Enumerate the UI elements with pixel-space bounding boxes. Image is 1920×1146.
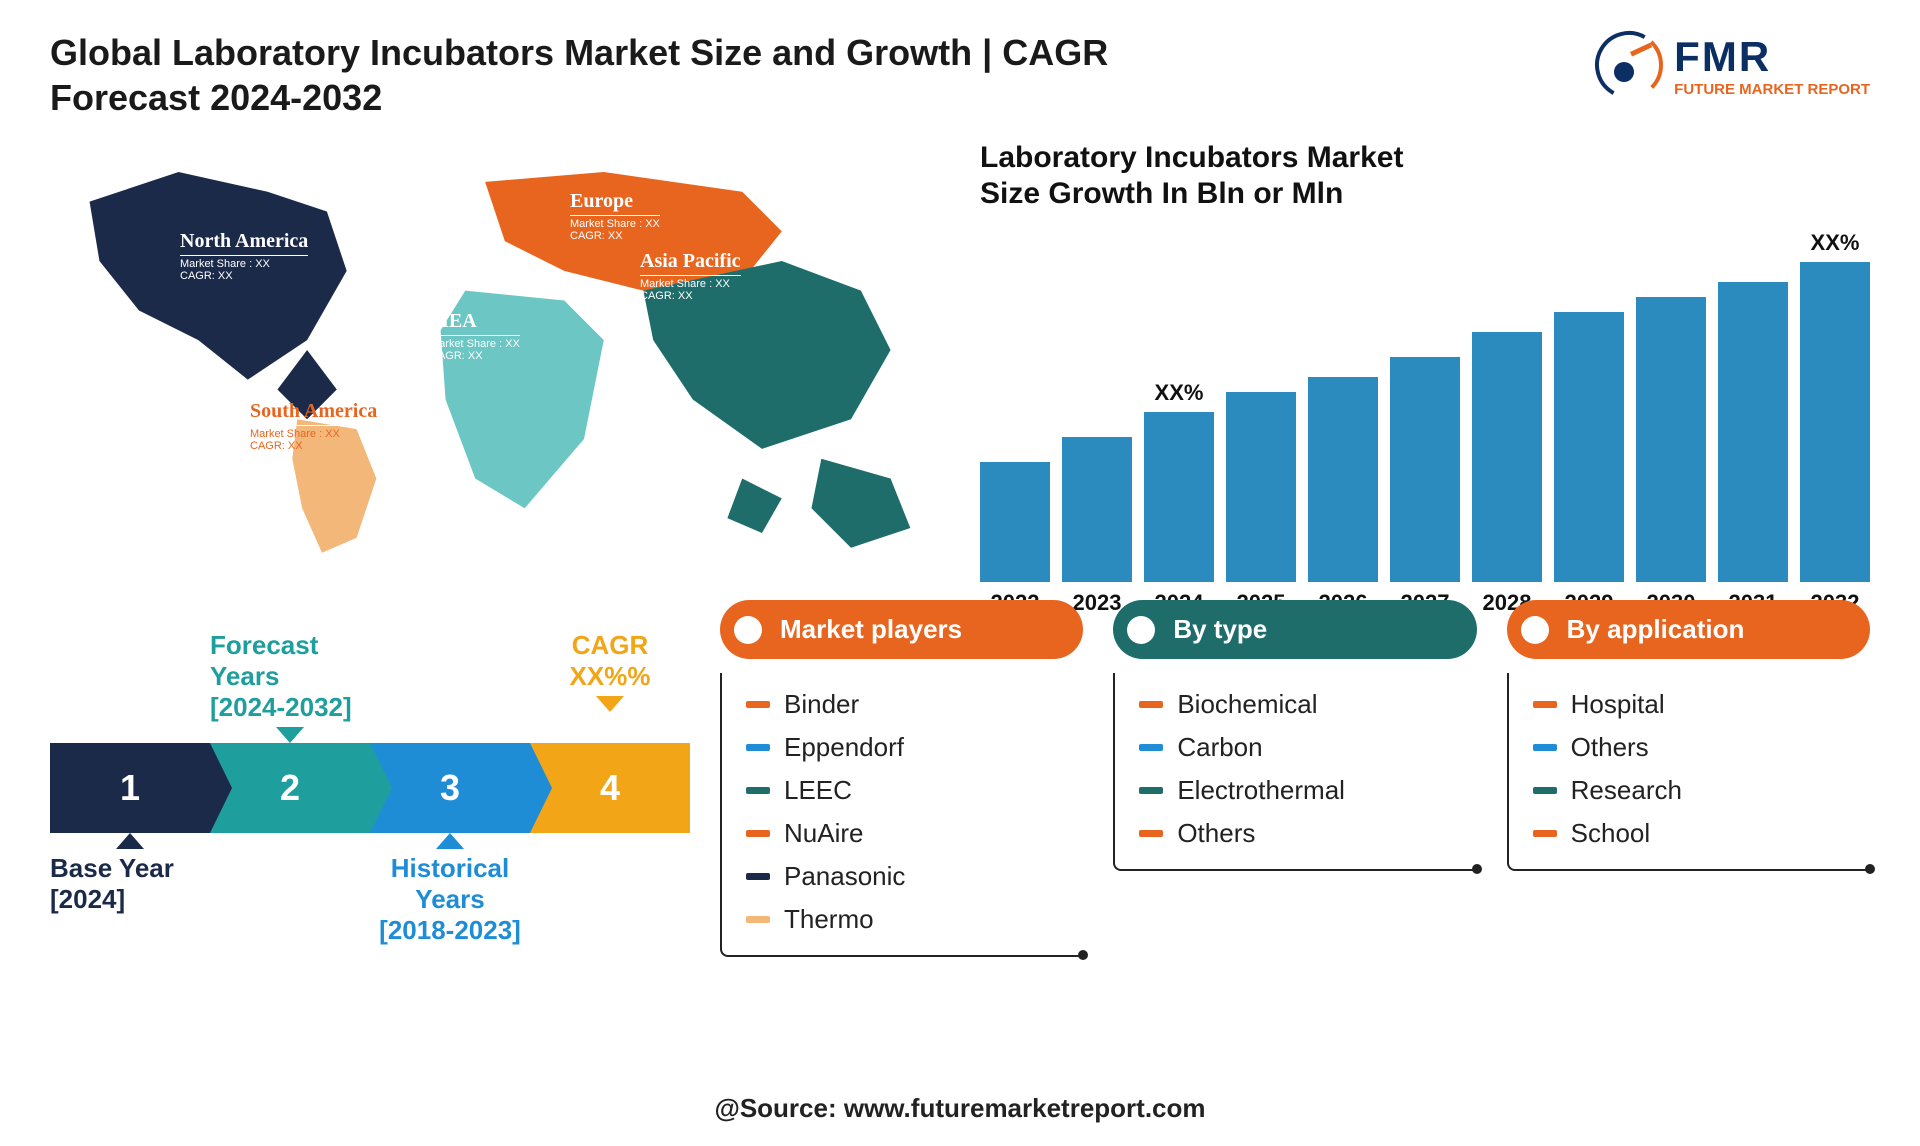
list-item: Binder [746,683,1063,726]
region-label: South AmericaMarket Share : XXCAGR: XX [250,400,377,452]
category-column: By type BiochemicalCarbonElectrothermalOt… [1113,600,1476,957]
chart-title: Laboratory Incubators Market Size Growth… [980,140,1460,212]
source-text: @Source: www.futuremarketreport.com [714,1093,1205,1124]
list-item: Eppendorf [746,726,1063,769]
bar-item: 2028 [1472,332,1542,616]
bar-item: XX% 2032 [1800,262,1870,616]
bar-rect [1800,262,1870,582]
list-item: Thermo [746,898,1063,941]
list-item: Biochemical [1139,683,1456,726]
list-item: Research [1533,769,1850,812]
page-title: Global Laboratory Incubators Market Size… [50,30,1250,120]
category-pill: Market players [720,600,1083,659]
region-label: Asia PacificMarket Share : XXCAGR: XX [640,250,741,302]
logo-icon [1594,30,1664,100]
timeline-label: Historical Years[2018-2023] [370,833,530,946]
timeline: Forecast Years[2024-2032] CAGRXX%% 1234 B… [50,600,690,946]
list-item: Electrothermal [1139,769,1456,812]
logo-text-sub: FUTURE MARKET REPORT [1674,81,1870,98]
bar-item: 2026 [1308,377,1378,616]
logo: FMR FUTURE MARKET REPORT [1594,30,1870,100]
bar-item: 2027 [1390,357,1460,616]
timeline-label: Base Year[2024] [50,833,210,946]
list-item: Carbon [1139,726,1456,769]
bar-rect [1554,312,1624,582]
bar-item: XX% 2024 [1144,412,1214,616]
bar-rect [1390,357,1460,582]
bar-chart: Laboratory Incubators Market Size Growth… [980,140,1870,560]
timeline-segment: 1 [50,743,210,833]
bar-item: 2023 [1062,437,1132,616]
timeline-label: CAGRXX%% [530,630,690,743]
bar-item: 2025 [1226,392,1296,616]
category-list: BinderEppendorfLEECNuAirePanasonicThermo [720,673,1083,957]
list-item: School [1533,812,1850,855]
list-item: LEEC [746,769,1063,812]
category-list: HospitalOthersResearchSchool [1507,673,1870,871]
header: Global Laboratory Incubators Market Size… [50,30,1870,120]
bar-rect [1062,437,1132,582]
bar-rect [1636,297,1706,582]
timeline-segment: 2 [210,743,370,833]
bar-rect [1472,332,1542,582]
bar-rect [1226,392,1296,582]
category-pill: By type [1113,600,1476,659]
bar-rect [980,462,1050,582]
category-list: BiochemicalCarbonElectrothermalOthers [1113,673,1476,871]
list-item: Others [1533,726,1850,769]
bar-year-label: 2023 [1073,590,1122,616]
region-label: North AmericaMarket Share : XXCAGR: XX [180,230,308,282]
timeline-segment: 4 [530,743,690,833]
list-item: Others [1139,812,1456,855]
list-item: NuAire [746,812,1063,855]
bar-rect [1144,412,1214,582]
bar-item: 2030 [1636,297,1706,616]
bar-item: 2031 [1718,282,1788,616]
timeline-segment: 3 [370,743,530,833]
bar-rect [1718,282,1788,582]
bar-item: 2029 [1554,312,1624,616]
bar-item: 2022 [980,462,1050,616]
category-pill: By application [1507,600,1870,659]
region-label: MEAMarket Share : XXCAGR: XX [430,310,520,362]
bar-rect [1308,377,1378,582]
timeline-label: Forecast Years[2024-2032] [210,630,370,743]
list-item: Panasonic [746,855,1063,898]
category-column: Market players BinderEppendorfLEECNuAireP… [720,600,1083,957]
list-item: Hospital [1533,683,1850,726]
category-column: By application HospitalOthersResearchScho… [1507,600,1870,957]
logo-text-main: FMR [1674,33,1870,81]
world-map: North AmericaMarket Share : XXCAGR: XX So… [50,140,940,560]
region-label: EuropeMarket Share : XXCAGR: XX [570,190,660,242]
